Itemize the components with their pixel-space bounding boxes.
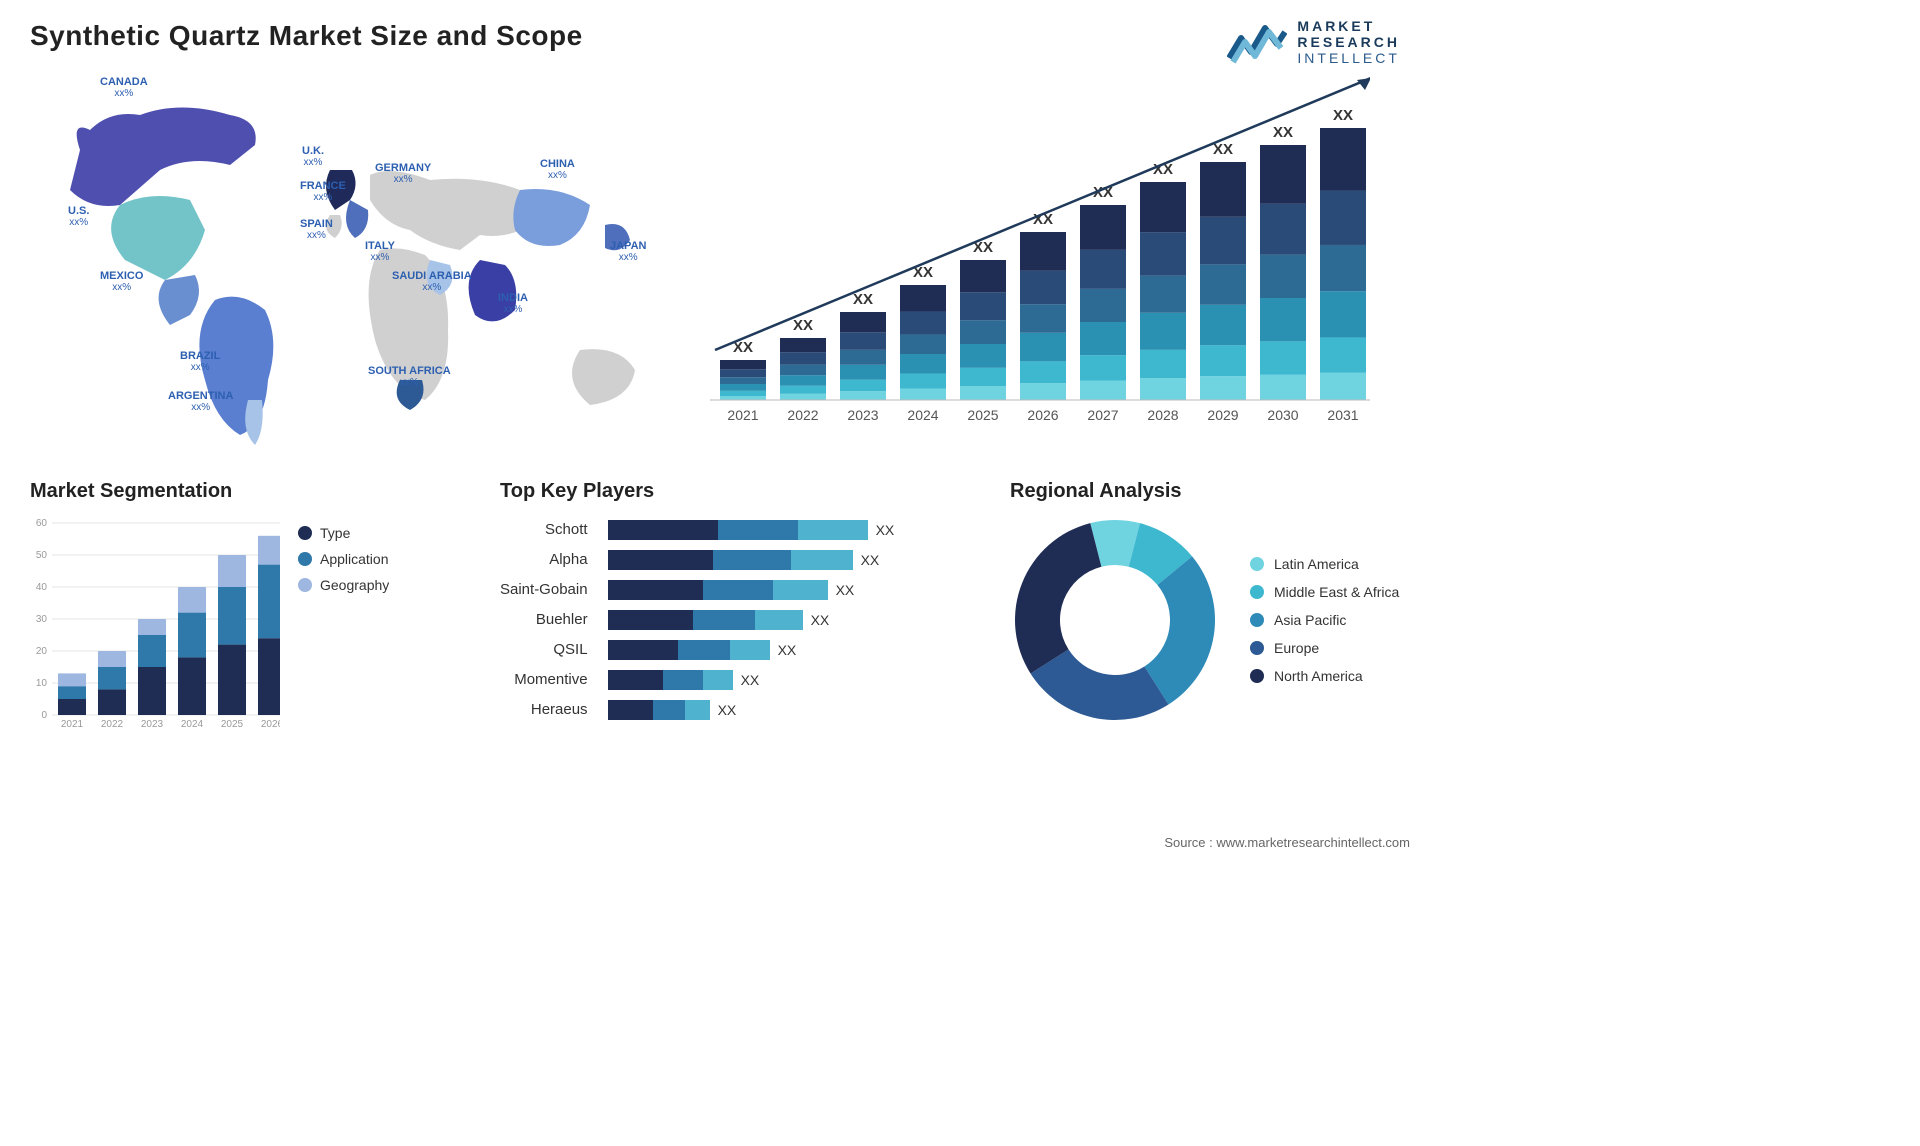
map-label: CANADAxx%: [100, 76, 148, 99]
svg-text:2021: 2021: [727, 407, 758, 423]
forecast-bar-chart: XX2021XX2022XX2023XX2024XX2025XX2026XX20…: [710, 70, 1410, 450]
source-text: Source : www.marketresearchintellect.com: [1164, 835, 1410, 850]
player-bar-row: XX: [608, 545, 970, 575]
player-name: QSIL: [500, 635, 588, 665]
segmentation-legend-item: Application: [298, 551, 389, 567]
svg-text:40: 40: [36, 582, 48, 593]
regional-legend: Latin America Middle East & Africa Asia Pa…: [1250, 544, 1399, 696]
regional-legend-item: Latin America: [1250, 556, 1399, 572]
player-name: Buehler: [500, 605, 588, 635]
player-name: Momentive: [500, 665, 588, 695]
players-name-list: SchottAlphaSaint-GobainBuehlerQSILMoment…: [500, 515, 588, 725]
regional-legend-item: Europe: [1250, 640, 1399, 656]
map-label: MEXICOxx%: [100, 270, 143, 293]
svg-text:2023: 2023: [141, 719, 164, 730]
regional-title: Regional Analysis: [1010, 480, 1410, 503]
svg-text:30: 30: [36, 614, 48, 625]
player-name: Alpha: [500, 545, 588, 575]
svg-text:XX: XX: [1333, 107, 1353, 124]
svg-text:2031: 2031: [1327, 407, 1358, 423]
players-title: Top Key Players: [500, 480, 970, 503]
player-bar-row: XX: [608, 695, 970, 725]
regional-legend-item: Asia Pacific: [1250, 612, 1399, 628]
world-map: CANADAxx% U.S.xx% MEXICOxx% BRAZILxx% ARGENT…: [30, 70, 670, 450]
player-bar-row: XX: [608, 635, 970, 665]
svg-text:20: 20: [36, 646, 48, 657]
player-name: Heraeus: [500, 695, 588, 725]
map-label: U.S.xx%: [68, 205, 89, 228]
players-panel: Top Key Players SchottAlphaSaint-GobainB…: [500, 480, 970, 730]
player-bar-row: XX: [608, 575, 970, 605]
svg-text:10: 10: [36, 678, 48, 689]
segmentation-svg: 0 10 20 30 40 50 60 2021 2022 2023 2024 2025 2026: [30, 515, 280, 730]
svg-text:2025: 2025: [967, 407, 998, 423]
player-name: Saint-Gobain: [500, 575, 588, 605]
svg-text:2022: 2022: [787, 407, 818, 423]
map-label: U.K.xx%: [302, 145, 324, 168]
svg-text:XX: XX: [853, 291, 873, 308]
svg-text:2025: 2025: [221, 719, 244, 730]
map-label: ITALYxx%: [365, 240, 395, 263]
svg-text:2026: 2026: [1027, 407, 1058, 423]
regional-panel: Regional Analysis Latin America Middle Ea…: [1010, 480, 1410, 730]
page-title: Synthetic Quartz Market Size and Scope: [30, 20, 1410, 52]
svg-text:0: 0: [41, 710, 47, 721]
svg-text:2024: 2024: [907, 407, 938, 423]
map-label: SPAINxx%: [300, 218, 333, 241]
svg-text:50: 50: [36, 550, 48, 561]
svg-text:2028: 2028: [1147, 407, 1178, 423]
regional-donut-svg: [1010, 515, 1220, 725]
regional-legend-item: North America: [1250, 668, 1399, 684]
map-label: BRAZILxx%: [180, 350, 220, 373]
world-map-svg: [30, 70, 670, 450]
forecast-svg: XX2021XX2022XX2023XX2024XX2025XX2026XX20…: [710, 70, 1370, 430]
segmentation-panel: Market Segmentation 0 10 20 30 40 50 60 2021 202…: [30, 480, 460, 730]
map-label: SAUDI ARABIAxx%: [392, 270, 472, 293]
logo-icon: [1227, 18, 1287, 66]
regional-legend-item: Middle East & Africa: [1250, 584, 1399, 600]
map-label: SOUTH AFRICAxx%: [368, 365, 451, 388]
player-bar-row: XX: [608, 515, 970, 545]
player-bar-row: XX: [608, 665, 970, 695]
map-label: CHINAxx%: [540, 158, 575, 181]
svg-text:2024: 2024: [181, 719, 204, 730]
svg-text:2021: 2021: [61, 719, 84, 730]
svg-text:2026: 2026: [261, 719, 280, 730]
logo-text: MARKET RESEARCH INTELLECT: [1297, 18, 1400, 66]
segmentation-legend-item: Type: [298, 525, 389, 541]
segmentation-legend-item: Geography: [298, 577, 389, 593]
map-label: GERMANYxx%: [375, 162, 431, 185]
map-label: ARGENTINAxx%: [168, 390, 233, 413]
map-label: INDIAxx%: [498, 292, 528, 315]
players-bars: XXXXXXXXXXXXXX: [608, 515, 970, 725]
player-name: Schott: [500, 515, 588, 545]
svg-text:2022: 2022: [101, 719, 124, 730]
svg-text:60: 60: [36, 518, 48, 529]
svg-text:2023: 2023: [847, 407, 878, 423]
segmentation-title: Market Segmentation: [30, 480, 460, 503]
brand-logo: MARKET RESEARCH INTELLECT: [1227, 18, 1400, 66]
segmentation-legend: Type Application Geography: [298, 515, 389, 730]
svg-text:2029: 2029: [1207, 407, 1238, 423]
svg-text:XX: XX: [793, 317, 813, 334]
map-label: FRANCExx%: [300, 180, 346, 203]
map-label: JAPANxx%: [610, 240, 646, 263]
svg-text:2027: 2027: [1087, 407, 1118, 423]
svg-text:XX: XX: [1273, 124, 1293, 141]
svg-text:2030: 2030: [1267, 407, 1298, 423]
player-bar-row: XX: [608, 605, 970, 635]
